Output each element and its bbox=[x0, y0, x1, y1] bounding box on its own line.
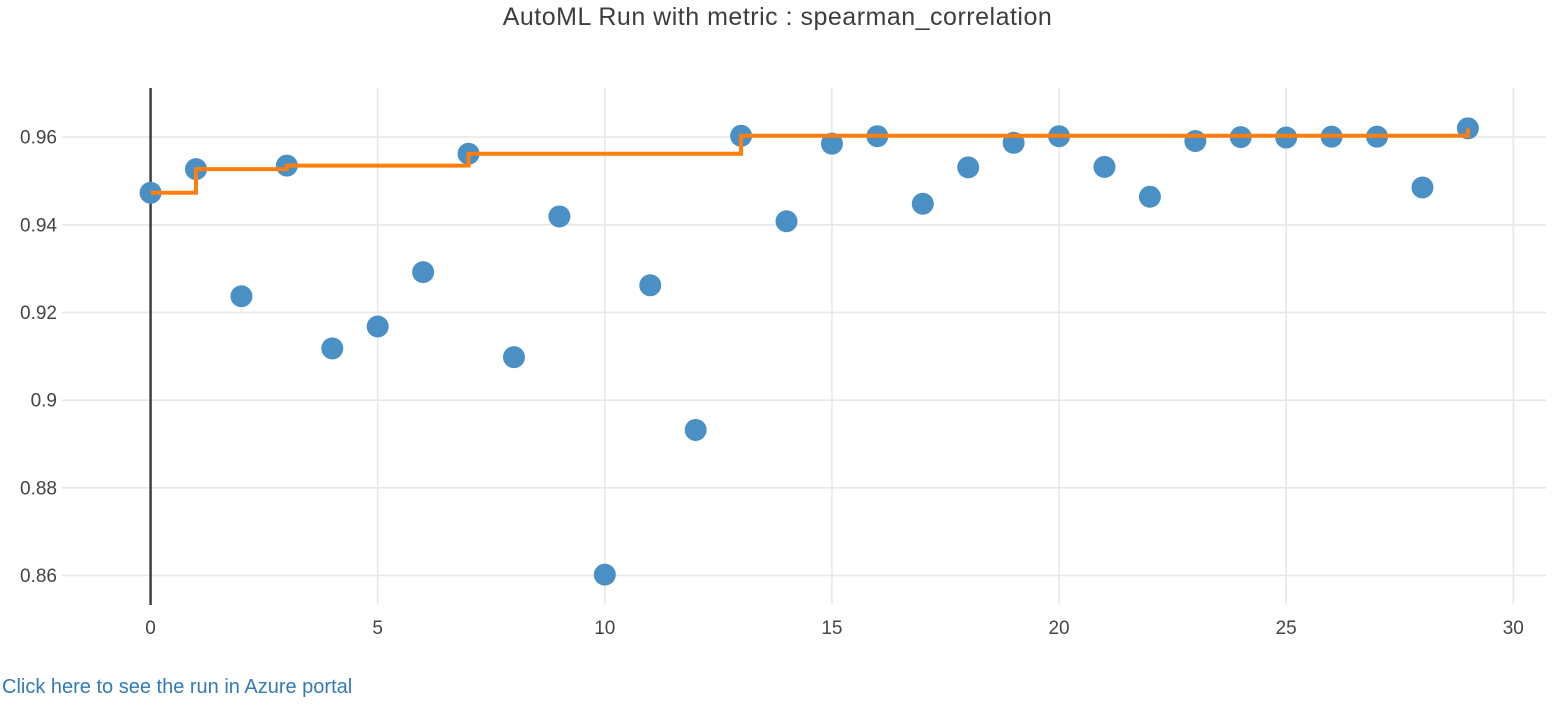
scatter-point bbox=[230, 285, 253, 308]
scatter-point bbox=[366, 315, 389, 338]
scatter-point bbox=[502, 346, 525, 369]
scatter-point bbox=[412, 261, 435, 284]
chart-title: AutoML Run with metric : spearman_correl… bbox=[502, 3, 1053, 31]
scatter-point bbox=[1138, 185, 1161, 208]
y-tick-label: 0.92 bbox=[20, 303, 57, 324]
x-tick-label: 10 bbox=[594, 618, 615, 639]
scatter-point bbox=[548, 205, 571, 228]
scatter-point bbox=[1184, 130, 1207, 153]
y-tick-label: 0.96 bbox=[20, 128, 57, 149]
scatter-point bbox=[639, 274, 662, 297]
y-tick-label: 0.94 bbox=[20, 215, 57, 236]
x-tick-label: 5 bbox=[372, 618, 383, 639]
best-so-far-line bbox=[150, 128, 1470, 195]
x-tick-label: 20 bbox=[1048, 618, 1069, 639]
scatter-point bbox=[593, 563, 616, 586]
scatter-point bbox=[775, 210, 798, 233]
scatter-point bbox=[1411, 176, 1434, 199]
scatter-point bbox=[911, 192, 934, 215]
x-tick-label: 25 bbox=[1276, 618, 1297, 639]
y-tick-label: 0.9 bbox=[31, 391, 57, 412]
scatter-point bbox=[684, 418, 707, 441]
y-tick-label: 0.86 bbox=[20, 566, 57, 587]
x-tick-label: 0 bbox=[145, 618, 156, 639]
x-tick-label: 30 bbox=[1503, 618, 1524, 639]
x-tick-label: 15 bbox=[821, 618, 842, 639]
scatter-point bbox=[957, 156, 980, 179]
azure-portal-link[interactable]: Click here to see the run in Azure porta… bbox=[2, 676, 353, 698]
scatter-point bbox=[820, 132, 843, 155]
scatter-point bbox=[321, 337, 344, 360]
y-tick-label: 0.88 bbox=[20, 478, 57, 499]
scatter-point bbox=[1093, 155, 1116, 178]
